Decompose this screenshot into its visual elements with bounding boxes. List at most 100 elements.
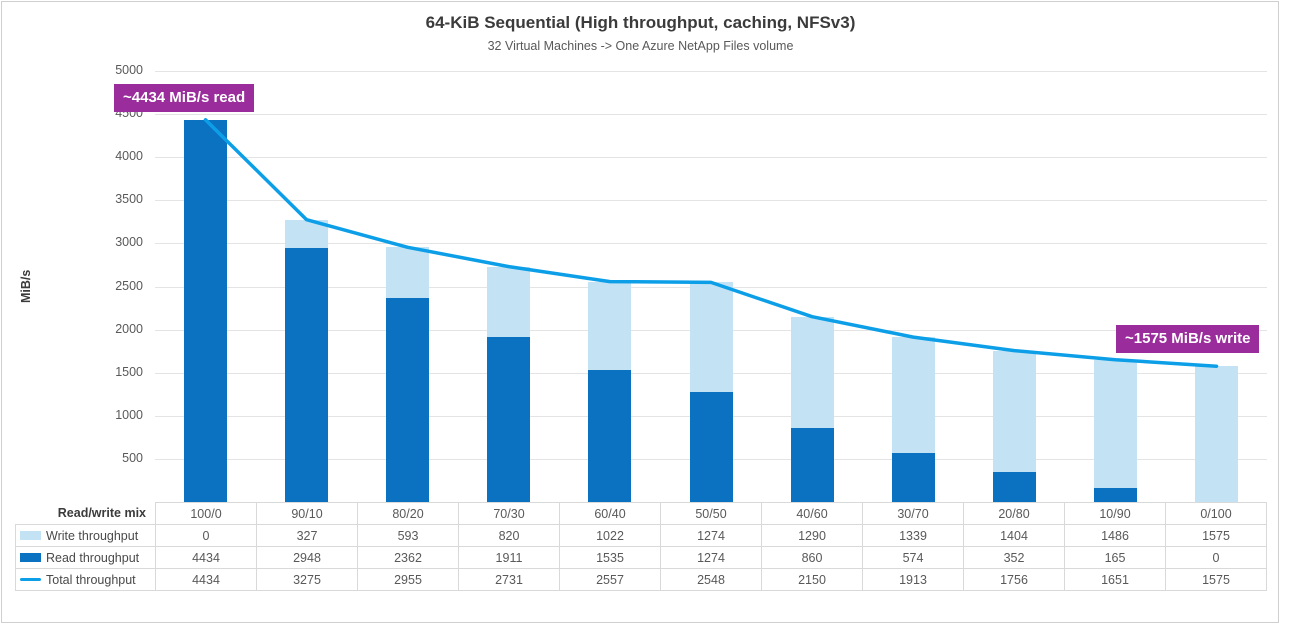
y-axis-label: MiB/s [19,269,33,304]
write-value-60/40: 1022 [559,524,661,547]
bar-read-100/0 [184,119,227,502]
bar-write-70/30 [487,266,531,338]
write-value-50/50: 1274 [660,524,762,547]
write-legend-text: Write throughput [46,528,139,543]
gridline-5000 [155,71,1267,72]
read-value-80/20: 2362 [357,546,459,569]
mix-cell-30/70: 30/70 [862,502,964,525]
annotation-write-peak: ~1575 MiB/s write [1116,325,1260,353]
write-value-0/100: 1575 [1165,524,1267,547]
y-tick-3500: 3500 [115,192,143,207]
y-tick-1000: 1000 [115,407,143,422]
mix-cell-10/90: 10/90 [1064,502,1166,525]
mix-row-label: Read/write mix [57,506,146,521]
read-value-10/90: 165 [1064,546,1166,569]
read-value-100/0: 4434 [155,546,257,569]
gridline-4000 [155,157,1267,159]
read-legend-text: Read throughput [46,550,140,565]
total-value-80/20: 2955 [357,568,459,591]
total-value-60/40: 2557 [559,568,661,591]
gridline-3500 [155,200,1267,202]
y-axis-ticks: 500 1000 1500 2000 2500 3000 3500 4000 4500 5000 [85,63,143,502]
bar-write-50/50 [689,282,733,393]
table-row-read: Read throughput 4434 2948 2362 1911 1535 1274 8… [15,546,1267,569]
bar-read-30/70 [891,452,935,502]
bar-write-30/70 [891,337,935,453]
total-value-100/0: 4434 [155,568,257,591]
mix-cell-70/30: 70/30 [458,502,560,525]
write-row-label: Write throughput [15,524,156,547]
read-value-0/100: 0 [1165,546,1267,569]
total-value-0/100: 1575 [1165,568,1267,591]
table-row-total: Total throughput 4434 3275 2955 2731 2557 2548… [15,568,1267,591]
bar-write-80/20 [386,247,430,299]
write-value-100/0: 0 [155,524,257,547]
total-value-10/90: 1651 [1064,568,1166,591]
mix-cell-50/50: 50/50 [660,502,762,525]
read-value-70/30: 1911 [458,546,560,569]
bar-write-0/100 [1195,366,1238,502]
mix-cell-40/60: 40/60 [761,502,863,525]
y-tick-2000: 2000 [115,321,143,336]
gridline-4500 [155,114,1267,116]
total-throughput-line [203,118,1219,368]
write-value-10/90: 1486 [1064,524,1166,547]
total-legend-swatch-icon [20,577,41,581]
bar-write-10/90 [1093,359,1137,488]
bar-read-50/50 [689,392,733,502]
bar-read-40/60 [790,427,834,502]
mix-cell-20/80: 20/80 [963,502,1065,525]
total-row-label: Total throughput [15,568,156,591]
total-value-50/50: 2548 [660,568,762,591]
y-tick-2500: 2500 [115,278,143,293]
y-tick-1500: 1500 [115,364,143,379]
y-tick-5000: 5000 [115,63,143,77]
y-tick-4000: 4000 [115,149,143,164]
gridline-3000 [155,243,1267,245]
read-legend-swatch-icon [20,552,41,562]
write-value-70/30: 820 [458,524,560,547]
read-value-60/40: 1535 [559,546,661,569]
bar-write-40/60 [790,316,834,428]
read-value-30/70: 574 [862,546,964,569]
mix-cell-0/100: 0/100 [1165,502,1267,525]
total-value-30/70: 1913 [862,568,964,591]
total-value-20/80: 1756 [963,568,1065,591]
write-value-20/80: 1404 [963,524,1065,547]
write-value-30/70: 1339 [862,524,964,547]
mix-cell-100/0: 100/0 [155,502,257,525]
bar-read-10/90 [1093,487,1137,502]
bar-write-20/80 [992,350,1036,472]
total-value-90/10: 3275 [256,568,358,591]
total-legend-text: Total throughput [46,572,136,587]
bar-read-90/10 [285,247,329,502]
chart-subtitle: 32 Virtual Machines -> One Azure NetApp … [487,39,794,53]
total-value-70/30: 2731 [458,568,560,591]
bar-read-20/80 [992,471,1036,502]
mix-cell-90/10: 90/10 [256,502,358,525]
plot-area [155,71,1267,502]
total-value-40/60: 2150 [761,568,863,591]
y-tick-3000: 3000 [115,235,143,250]
read-value-40/60: 860 [761,546,863,569]
write-legend-swatch-icon [20,530,41,540]
table-row-write: Write throughput 0 327 593 820 1022 1274 1290 13… [15,524,1267,547]
total-line-path [203,118,1219,368]
y-tick-500: 500 [122,450,143,465]
annotation-read-peak: ~4434 MiB/s read [114,84,255,112]
data-table: Read/write mix 100/0 90/10 80/20 70/30 60/40 5… [15,502,1267,591]
table-row-mix: Read/write mix 100/0 90/10 80/20 70/30 60/40 5… [16,502,1267,525]
read-row-label: Read throughput [15,546,156,569]
read-value-90/10: 2948 [256,546,358,569]
mix-cell-60/40: 60/40 [559,502,661,525]
bar-read-80/20 [386,298,430,502]
read-value-50/50: 1274 [660,546,762,569]
read-value-20/80: 352 [963,546,1065,569]
bar-write-60/40 [588,281,632,370]
write-value-90/10: 327 [256,524,358,547]
write-value-80/20: 593 [357,524,459,547]
mix-cell-80/20: 80/20 [357,502,459,525]
chart-title: 64-KiB Sequential (High throughput, cach… [425,13,856,32]
write-value-40/60: 1290 [761,524,863,547]
